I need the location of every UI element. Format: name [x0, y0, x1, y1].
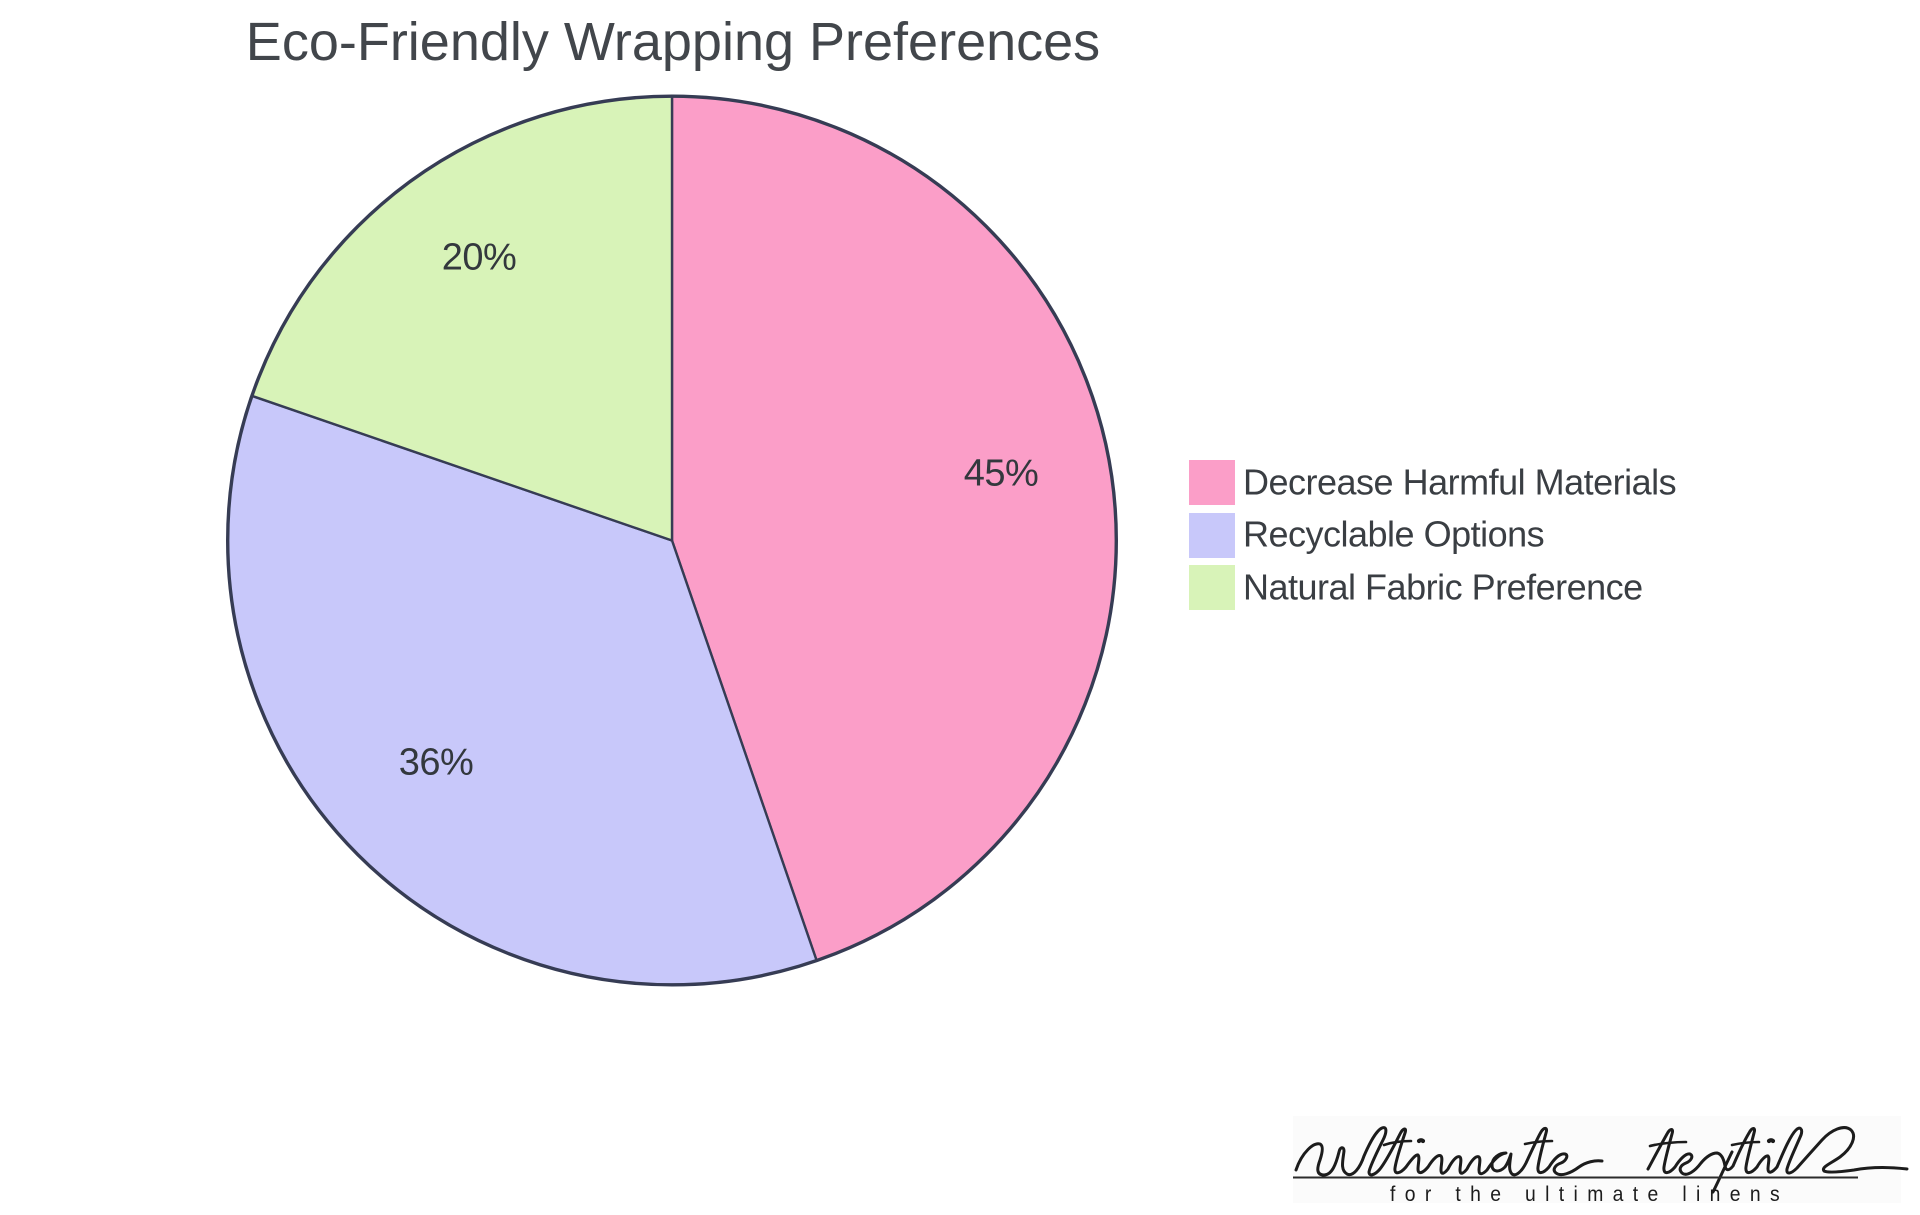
svg-text:for the ultimate linens: for the ultimate linens	[1390, 1182, 1789, 1206]
